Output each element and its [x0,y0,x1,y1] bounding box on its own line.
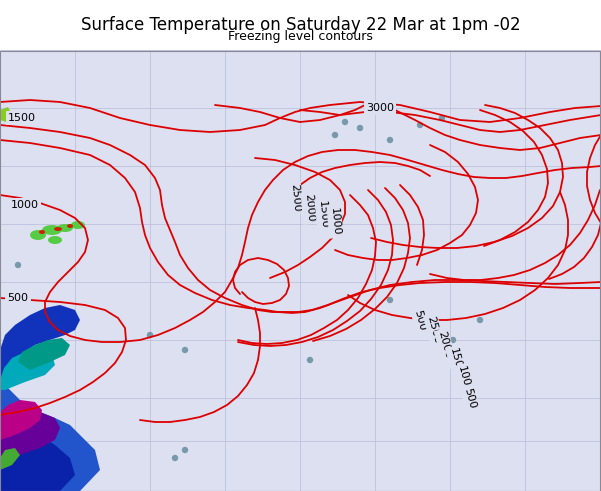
Text: 500: 500 [7,293,28,303]
Text: 1500: 1500 [448,347,465,377]
Text: 1500: 1500 [8,113,36,123]
Text: 1000: 1000 [456,365,472,395]
Circle shape [439,115,445,120]
Polygon shape [0,350,55,390]
Circle shape [388,137,392,142]
Text: 3000: 3000 [366,103,394,113]
Polygon shape [0,418,75,491]
Ellipse shape [54,227,62,231]
Text: 1000: 1000 [329,208,341,236]
Circle shape [183,348,188,353]
Circle shape [343,119,347,125]
Text: 2000: 2000 [303,193,315,222]
Text: 1500: 1500 [317,201,329,229]
Text: 500: 500 [462,386,478,409]
Text: 1000: 1000 [11,200,39,210]
Circle shape [172,456,177,461]
Circle shape [388,298,392,302]
Polygon shape [0,107,12,122]
Ellipse shape [71,221,85,229]
Circle shape [332,133,338,137]
Circle shape [16,263,20,268]
Polygon shape [0,380,100,491]
Ellipse shape [57,224,73,232]
Text: 2500: 2500 [289,184,301,213]
Polygon shape [0,448,20,470]
Ellipse shape [48,236,62,244]
Text: Surface Temperature on Saturday 22 Mar at 1pm -02: Surface Temperature on Saturday 22 Mar a… [81,16,520,34]
Ellipse shape [39,230,45,234]
Ellipse shape [30,230,46,240]
Circle shape [358,126,362,131]
Polygon shape [0,305,80,491]
Circle shape [451,337,456,343]
Text: 2000: 2000 [436,330,454,360]
Text: 2500: 2500 [426,315,442,345]
Ellipse shape [42,225,62,235]
Ellipse shape [67,224,73,228]
Circle shape [478,318,483,323]
Circle shape [308,357,313,362]
Circle shape [147,332,153,337]
Text: Freezing level contours: Freezing level contours [228,30,373,43]
Polygon shape [0,400,42,440]
Polygon shape [18,338,70,370]
Circle shape [418,122,423,128]
Circle shape [183,447,188,453]
Polygon shape [0,408,60,460]
Text: 500: 500 [412,308,427,331]
